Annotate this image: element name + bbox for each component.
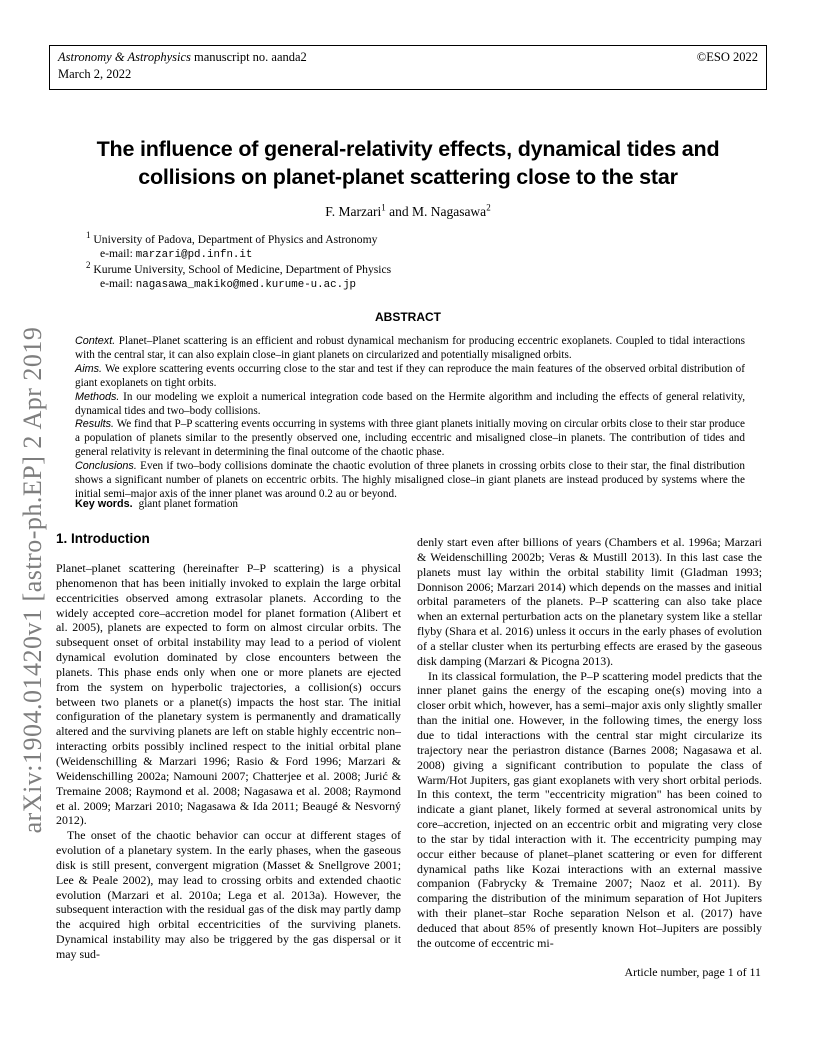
affiliation-1-institution: University of Padova, Department of Phys… [93, 233, 378, 246]
keywords-text: giant planet formation [138, 498, 239, 510]
abstract-methods-label: Methods. [75, 390, 120, 403]
intro-paragraph-3: In its classical formulation, the P–P sc… [417, 668, 762, 950]
author-2: M. Nagasawa [411, 204, 487, 219]
copyright-notice: ©ESO 2022 [696, 50, 758, 64]
section-heading-introduction: 1. Introduction [56, 531, 150, 546]
abstract-results-text: We find that P–P scattering events occur… [75, 418, 745, 459]
keywords-line: Key words. giant planet formation [75, 498, 745, 510]
intro-paragraph-1: Planet–planet scattering (hereinafter P–… [56, 561, 401, 828]
abstract-context: Context. Planet–Planet scattering is an … [75, 335, 745, 363]
manuscript-line: Astronomy & Astrophysics manuscript no. … [58, 49, 307, 66]
abstract-methods-text: In our modeling we exploit a numerical i… [75, 390, 745, 417]
affiliation-2: 2 Kurume University, School of Medicine,… [86, 260, 726, 292]
affiliation-2-email-line: e-mail: nagasawa_makiko@med.kurume-u.ac.… [100, 277, 726, 292]
authors-line: F. Marzari1 and M. Nagasawa2 [68, 202, 748, 220]
abstract-aims: Aims. We explore scattering events occur… [75, 363, 745, 391]
abstract-aims-label: Aims. [75, 362, 102, 375]
abstract-results-label: Results. [75, 418, 115, 431]
abstract-conclusions-label: Conclusions. [75, 460, 137, 473]
author-1-affil-sup: 1 [381, 202, 386, 213]
abstract-conclusions-text: Even if two–body collisions dominate the… [75, 460, 745, 500]
author-1: F. Marzari [325, 204, 382, 219]
intro-right-column: denly start even after billions of years… [417, 535, 762, 951]
abstract-body: Context. Planet–Planet scattering is an … [75, 335, 745, 502]
affiliation-1: 1 University of Padova, Department of Ph… [86, 230, 726, 262]
intro-paragraph-2-continued: denly start even after billions of years… [417, 535, 762, 668]
affiliation-1-number: 1 [86, 230, 91, 241]
affiliation-2-number: 2 [86, 260, 91, 271]
affiliations: 1 University of Padova, Department of Ph… [86, 230, 726, 294]
affiliation-2-email: nagasawa_makiko@med.kurume-u.ac.jp [135, 279, 357, 292]
abstract-conclusions: Conclusions. Even if two–body collisions… [75, 460, 745, 502]
affiliation-1-email-line: e-mail: marzari@pd.infn.it [100, 247, 726, 262]
abstract-context-text: Planet–Planet scattering is an efficient… [75, 335, 745, 361]
masthead-left: Astronomy & Astrophysics manuscript no. … [58, 49, 307, 83]
keywords-label: Key words. [75, 498, 133, 510]
manuscript-date: March 2, 2022 [58, 66, 132, 81]
page-footer: Article number, page 1 of 11 [624, 965, 761, 979]
affiliation-2-institution: Kurume University, School of Medicine, D… [93, 263, 392, 277]
paper-title: The influence of general-relativity effe… [96, 137, 720, 190]
abstract-aims-text: We explore scattering events occurring c… [75, 362, 745, 389]
journal-name: Astronomy & Astrophysics [58, 50, 191, 64]
abstract-context-label: Context. [75, 335, 116, 347]
arxiv-stamp: arXiv:1904.01420v1 [astro-ph.EP] 2 Apr 2… [18, 326, 47, 834]
intro-left-column: 1. Introduction Planet–planet scattering… [56, 531, 401, 962]
manuscript-number: manuscript no. aanda2 [190, 50, 307, 64]
author-2-affil-sup: 2 [486, 202, 491, 213]
intro-paragraph-2: The onset of the chaotic behavior can oc… [56, 828, 401, 961]
email-label: e-mail: [100, 247, 136, 261]
affiliation-1-email: marzari@pd.infn.it [135, 249, 253, 262]
abstract-heading: ABSTRACT [375, 310, 441, 324]
abstract-methods: Methods. In our modeling we exploit a nu… [75, 391, 745, 419]
authors-separator: and [385, 204, 412, 219]
email-label: e-mail: [100, 277, 136, 291]
masthead-box: Astronomy & Astrophysics manuscript no. … [49, 45, 767, 90]
abstract-results: Results. We find that P–P scattering eve… [75, 418, 745, 460]
